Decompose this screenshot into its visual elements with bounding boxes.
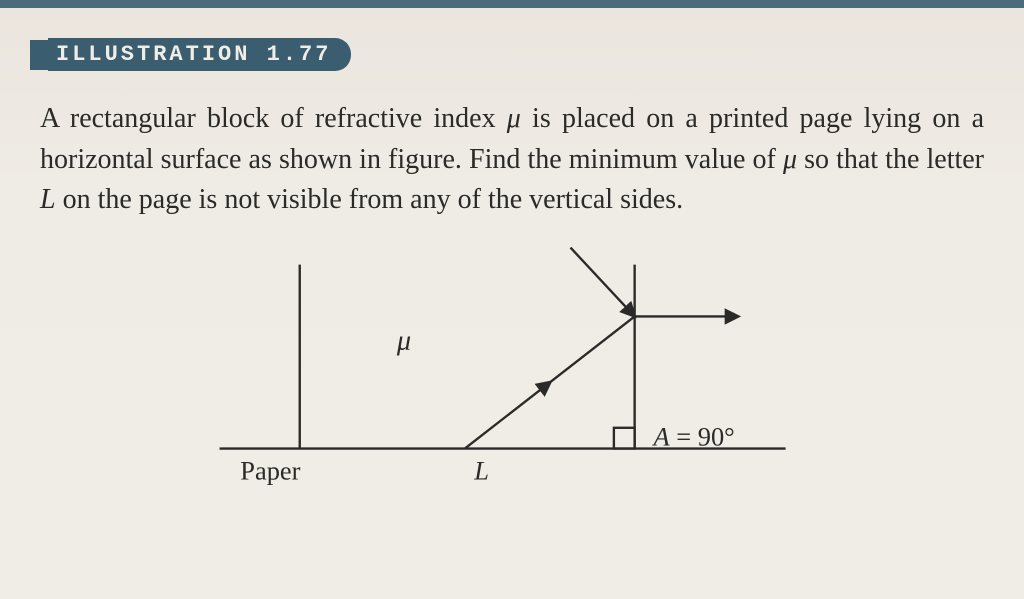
title-bar: ILLUSTRATION 1.77 bbox=[30, 38, 351, 71]
text-part-1: A rectangular block of refractive index bbox=[40, 103, 507, 134]
title-left-accent bbox=[30, 40, 48, 70]
mu-symbol-1: μ bbox=[507, 103, 521, 134]
problem-statement: A rectangular block of refractive index … bbox=[40, 99, 984, 221]
mu-symbol-2: μ bbox=[783, 144, 797, 175]
top-border bbox=[0, 0, 1024, 8]
svg-text:A = 90°: A = 90° bbox=[652, 421, 735, 451]
page-container: ILLUSTRATION 1.77 A rectangular block of… bbox=[0, 0, 1024, 599]
svg-text:L: L bbox=[473, 455, 489, 485]
svg-text:Paper: Paper bbox=[240, 455, 300, 485]
svg-text:μ: μ bbox=[396, 325, 411, 356]
refraction-diagram: μ L Paper A = 90° bbox=[182, 241, 842, 491]
L-symbol: L bbox=[40, 184, 56, 215]
text-part-3: so that the letter bbox=[797, 144, 984, 175]
diagram-container: μ L Paper A = 90° bbox=[30, 241, 994, 491]
illustration-title: ILLUSTRATION 1.77 bbox=[48, 38, 351, 71]
text-part-4: on the page is not visible from any of t… bbox=[56, 184, 684, 215]
